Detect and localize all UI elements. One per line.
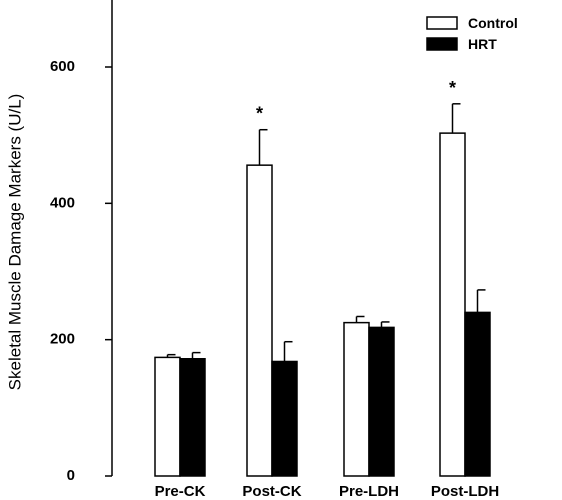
plot-area: 0 200 400 600 Pre-CK Post-CK Pre-LDH Post-LDH * *… — [50, 0, 518, 500]
y-axis-label: Skeletal Muscle Damage Markers (U/L) — [5, 94, 24, 391]
legend-label-hrt: HRT — [468, 36, 497, 52]
bar-hrt-pre-ck — [179, 358, 206, 477]
bar-control-post-ck — [246, 164, 273, 477]
y-tick-label: 200 — [50, 331, 75, 348]
significance-marker: * — [256, 104, 263, 124]
bar-control-pre-ck — [154, 356, 181, 477]
legend-swatch-control — [426, 16, 458, 30]
x-category-label: Pre-LDH — [339, 483, 399, 500]
bar-hrt-post-ck — [271, 360, 298, 477]
x-category-label: Post-CK — [242, 483, 301, 500]
y-tick-label: 400 — [50, 194, 75, 211]
y-tick-label: 0 — [67, 467, 75, 484]
bar-hrt-pre-ldh — [368, 326, 395, 477]
significance-marker: * — [449, 78, 456, 98]
bar-control-post-ldh — [439, 132, 466, 477]
y-tick-label: 600 — [50, 58, 75, 75]
legend-label-control: Control — [468, 15, 518, 31]
bar-control-pre-ldh — [343, 321, 370, 477]
bar-hrt-post-ldh — [464, 311, 491, 477]
x-category-label: Pre-CK — [155, 483, 206, 500]
x-category-label: Post-LDH — [431, 483, 499, 500]
legend-swatch-hrt — [426, 37, 458, 51]
